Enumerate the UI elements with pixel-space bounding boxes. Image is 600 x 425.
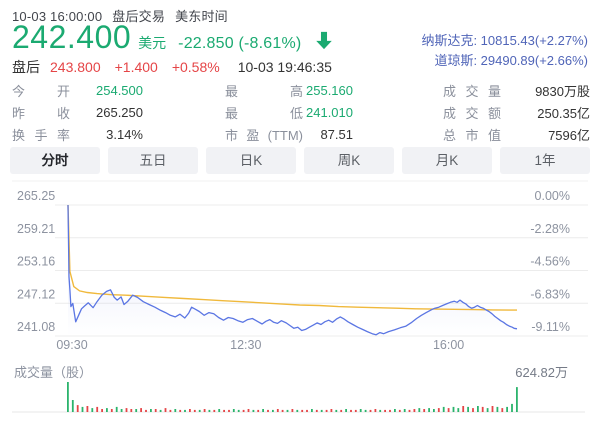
stat-value: 7596亿 <box>548 127 590 143</box>
stat-row: 换手率 3.14% <box>12 123 143 145</box>
stat-row: 总市值 7596亿 <box>443 123 590 145</box>
stats-column: 成交量 9830万股成交额 250.35亿总市值 7596亿 <box>443 79 590 145</box>
stat-row: 昨收 265.250 <box>12 101 143 123</box>
timezone-label: 美东时间 <box>175 9 228 24</box>
svg-text:12:30: 12:30 <box>230 338 261 352</box>
price-line <box>67 204 518 336</box>
stat-value: 250.35亿 <box>537 105 590 121</box>
svg-text:-4.56%: -4.56% <box>530 255 570 269</box>
tab-day-k[interactable]: 日K <box>206 147 296 174</box>
stat-value: 87.51 <box>320 126 353 142</box>
stat-value: 255.160 <box>306 82 353 98</box>
tab-minute[interactable]: 分时 <box>10 147 100 174</box>
current-price: 242.400 <box>12 19 132 55</box>
stats-column: 今开 254.500 昨收 265.250 换手率 3.14% <box>12 79 143 145</box>
index-link-nasdaq[interactable]: 纳斯达克: 10815.43(+2.27%) <box>421 33 588 48</box>
svg-text:-2.28%: -2.28% <box>530 222 570 236</box>
tab-week-k[interactable]: 周K <box>304 147 394 174</box>
stat-row: 今开 254.500 <box>12 79 143 101</box>
stat-value: 3.14% <box>106 126 143 142</box>
stat-label: 最高 <box>225 83 303 99</box>
quote-datetime: 10-03 16:00:00 <box>12 9 103 24</box>
period-tabs: 分时 五日 日K 周K 月K 1年 <box>10 147 590 174</box>
stat-row: 成交额 250.35亿 <box>443 101 590 123</box>
volume-title: 成交量（股） <box>14 365 92 380</box>
stat-label: 总市值 <box>443 127 501 143</box>
tab-5day[interactable]: 五日 <box>108 147 198 174</box>
stat-row: 成交量 9830万股 <box>443 79 590 101</box>
svg-text:265.25: 265.25 <box>17 189 55 203</box>
price-change: -22.850 (-8.61%) <box>178 35 302 52</box>
price-gridlines: 265.25 0.00% 259.21 -2.28% 253.16 -4.56% 247.1… <box>17 189 588 337</box>
session-label: 盘后交易 <box>112 9 166 24</box>
svg-text:259.21: 259.21 <box>17 222 55 236</box>
svg-text:-6.83%: -6.83% <box>530 287 570 301</box>
stat-label: 成交额 <box>443 105 501 121</box>
svg-text:0.00%: 0.00% <box>535 189 570 203</box>
arrow-down-icon <box>315 31 333 50</box>
tab-1year[interactable]: 1年 <box>500 147 590 174</box>
index-link-dow[interactable]: 道琼斯: 29490.89(+2.66%) <box>434 53 588 68</box>
after-hours-price: 243.800 <box>50 59 101 75</box>
stat-value: 241.010 <box>306 104 353 120</box>
stat-row: 最高 255.160 <box>225 79 353 101</box>
intraday-chart-svg[interactable]: 265.25 0.00% 259.21 -2.28% 253.16 -4.56% 247.1… <box>0 178 600 425</box>
stat-row: 市盈(TTM) 87.51 <box>225 123 353 145</box>
stat-label: 成交量 <box>443 83 501 99</box>
stat-label: 今开 <box>12 83 70 99</box>
stat-label: 最低 <box>225 105 303 121</box>
tab-month-k[interactable]: 月K <box>402 147 492 174</box>
svg-text:-9.11%: -9.11% <box>531 320 570 334</box>
volume-max-label: 624.82万 <box>515 365 568 380</box>
stat-label: 昨收 <box>12 105 70 121</box>
stat-value: 9830万股 <box>535 83 590 99</box>
after-hours-change: +1.400 <box>114 59 158 75</box>
time-axis-labels: 09:30 12:30 16:00 <box>56 338 464 352</box>
price-area-fill <box>68 205 517 336</box>
svg-text:247.12: 247.12 <box>17 287 55 301</box>
after-hours-row: 盘后 243.800 +1.400 +0.58% 10-03 19:46:35 <box>12 57 332 77</box>
stats-column: 最高 255.160 最低 241.010 市盈(TTM) 87.51 <box>225 79 353 145</box>
currency-label: 美元 <box>138 35 167 51</box>
after-hours-change-pct: +0.58% <box>171 59 220 75</box>
stat-value: 254.500 <box>96 82 143 98</box>
stat-value: 265.250 <box>96 104 143 120</box>
svg-text:09:30: 09:30 <box>56 338 87 352</box>
market-indices: 纳斯达克: 10815.43(+2.27%) 道琼斯: 29490.89(+2.6… <box>421 31 588 71</box>
after-hours-time: 10-03 19:46:35 <box>237 59 332 75</box>
price-header: 242.400 美元 -22.850 (-8.61%) <box>12 20 333 54</box>
quote-timestamp: 10-03 16:00:00 盘后交易 美东时间 <box>12 6 238 25</box>
svg-text:16:00: 16:00 <box>433 338 464 352</box>
intraday-chart[interactable]: 265.25 0.00% 259.21 -2.28% 253.16 -4.56% 247.1… <box>0 178 600 425</box>
svg-text:253.16: 253.16 <box>17 255 55 269</box>
volume-bars <box>67 382 518 412</box>
stat-row: 最低 241.010 <box>225 101 353 123</box>
after-hours-label: 盘后 <box>12 59 40 75</box>
stat-label: 市盈(TTM) <box>225 127 303 143</box>
svg-text:241.08: 241.08 <box>17 320 55 334</box>
average-price-line <box>67 204 518 311</box>
stat-label: 换手率 <box>12 127 70 143</box>
